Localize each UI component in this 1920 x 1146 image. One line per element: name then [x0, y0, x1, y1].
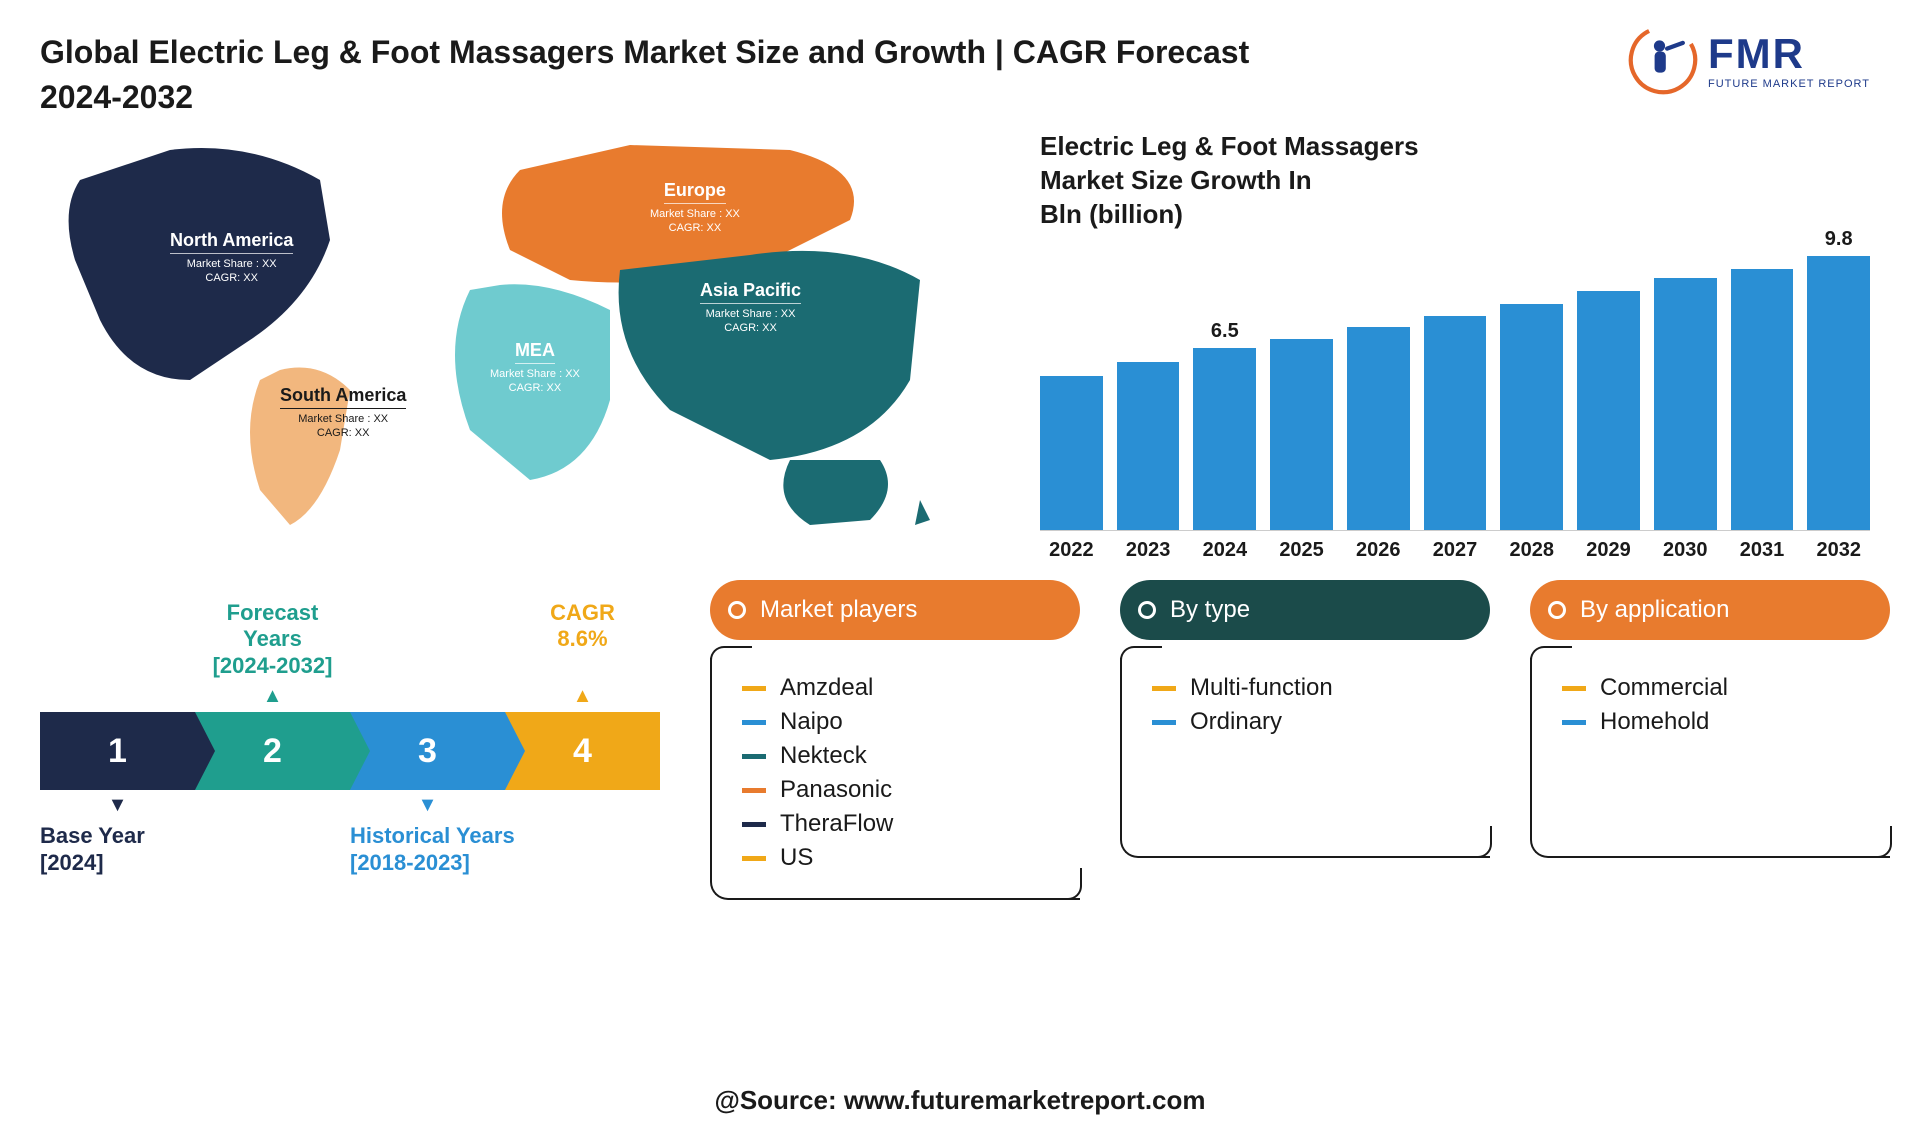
- logo-brand: FMR: [1708, 30, 1870, 78]
- category-item-label: Multi-function: [1190, 674, 1333, 702]
- bar: [1270, 339, 1333, 531]
- bar-year-label: 2027: [1424, 539, 1487, 562]
- bar-col: [1040, 348, 1103, 530]
- region-north-america: North America Market Share : XX CAGR: XX: [170, 230, 293, 286]
- by-type-block: By type Multi-function Ordinary: [1120, 580, 1490, 858]
- category-item-label: US: [780, 844, 813, 872]
- bar-value: 9.8: [1825, 228, 1853, 252]
- category-item: Naipo: [742, 708, 1060, 736]
- bar: [1731, 269, 1794, 531]
- dash-icon: [742, 788, 766, 793]
- fmr-logo: FMR FUTURE MARKET REPORT: [1628, 25, 1870, 95]
- timeline-segment: 4: [505, 712, 660, 790]
- bar-col: [1731, 241, 1794, 531]
- category-item: Multi-function: [1152, 674, 1470, 702]
- category-item-label: Amzdeal: [780, 674, 873, 702]
- cagr-label: CAGR 8.6%: [505, 600, 660, 679]
- market-players-block: Market players Amzdeal Naipo Nekteck Panaso…: [710, 580, 1080, 900]
- bar-year-label: 2030: [1654, 539, 1717, 562]
- forecast-years-label: Forecast Years [2024-2032]: [195, 600, 350, 679]
- base-year-label: Base Year [2024]: [40, 823, 195, 876]
- region-south-america: South America Market Share : XX CAGR: XX: [280, 385, 406, 441]
- market-players-pill: Market players: [710, 580, 1080, 640]
- market-size-chart: Electric Leg & Foot Massagers Market Siz…: [1040, 130, 1870, 530]
- dash-icon: [1152, 720, 1176, 725]
- category-item-label: Homehold: [1600, 708, 1709, 736]
- region-europe: Europe Market Share : XX CAGR: XX: [650, 180, 740, 236]
- bar-col: 6.5: [1193, 320, 1256, 530]
- category-item-label: Nekteck: [780, 742, 867, 770]
- bar-year-label: 2025: [1270, 539, 1333, 562]
- bar-col: [1577, 263, 1640, 530]
- category-item-label: Commercial: [1600, 674, 1728, 702]
- dash-icon: [1152, 686, 1176, 691]
- world-map: North America Market Share : XX CAGR: XX…: [50, 130, 950, 530]
- bar: [1424, 316, 1487, 530]
- category-item-label: TheraFlow: [780, 810, 893, 838]
- category-item: Ordinary: [1152, 708, 1470, 736]
- category-item: Amzdeal: [742, 674, 1060, 702]
- chart-title-l2: Market Size Growth In: [1040, 164, 1870, 198]
- bar: [1654, 278, 1717, 530]
- bar-year-label: 2029: [1577, 539, 1640, 562]
- dash-icon: [742, 686, 766, 691]
- logo-sub: FUTURE MARKET REPORT: [1708, 78, 1870, 90]
- bar-year-label: 2023: [1117, 539, 1180, 562]
- by-type-pill: By type: [1120, 580, 1490, 640]
- bar-col: [1424, 288, 1487, 530]
- chart-title-l3: Bln (billion): [1040, 198, 1870, 232]
- category-item: TheraFlow: [742, 810, 1060, 838]
- timeline-segment: 2: [195, 712, 350, 790]
- timeline-block: Forecast Years [2024-2032] CAGR 8.6% ▲ ▲…: [40, 600, 660, 876]
- bar-col: [1654, 250, 1717, 530]
- category-item: Nekteck: [742, 742, 1060, 770]
- bar-year-label: 2024: [1193, 539, 1256, 562]
- chart-title-l1: Electric Leg & Foot Massagers: [1040, 130, 1870, 164]
- category-item-label: Panasonic: [780, 776, 892, 804]
- bar-year-label: 2031: [1731, 539, 1794, 562]
- bar: [1500, 304, 1563, 531]
- dash-icon: [1562, 720, 1586, 725]
- bar-value: 6.5: [1211, 320, 1239, 344]
- region-mea: MEA Market Share : XX CAGR: XX: [490, 340, 580, 396]
- category-item: Panasonic: [742, 776, 1060, 804]
- category-item-label: Ordinary: [1190, 708, 1282, 736]
- source-attribution: @Source: www.futuremarketreport.com: [714, 1085, 1205, 1116]
- by-application-pill: By application: [1530, 580, 1890, 640]
- bar: [1347, 327, 1410, 530]
- bar: [1040, 376, 1103, 530]
- dash-icon: [742, 856, 766, 861]
- bar: [1193, 348, 1256, 530]
- category-item: Commercial: [1562, 674, 1870, 702]
- timeline-segment: 3: [350, 712, 505, 790]
- page-title: Global Electric Leg & Foot Massagers Mar…: [40, 30, 1300, 120]
- dash-icon: [742, 720, 766, 725]
- bar-col: [1347, 299, 1410, 530]
- bar: [1807, 256, 1870, 530]
- dash-icon: [742, 822, 766, 827]
- bar-col: [1270, 311, 1333, 531]
- dash-icon: [742, 754, 766, 759]
- bar-year-label: 2026: [1347, 539, 1410, 562]
- bar-year-label: 2032: [1807, 539, 1870, 562]
- bar-col: [1500, 276, 1563, 531]
- bar: [1117, 362, 1180, 530]
- dash-icon: [1562, 686, 1586, 691]
- bar-year-label: 2022: [1040, 539, 1103, 562]
- by-application-block: By application Commercial Homehold: [1530, 580, 1890, 858]
- bar-year-label: 2028: [1500, 539, 1563, 562]
- bar-col: 9.8: [1807, 228, 1870, 530]
- category-item: Homehold: [1562, 708, 1870, 736]
- bar-col: [1117, 334, 1180, 530]
- historical-years-label: Historical Years [2018-2023]: [350, 823, 567, 876]
- map-svg: [50, 130, 950, 530]
- category-item-label: Naipo: [780, 708, 843, 736]
- region-asia-pacific: Asia Pacific Market Share : XX CAGR: XX: [700, 280, 801, 336]
- timeline-segment: 1: [40, 712, 195, 790]
- fmr-logo-icon: [1628, 25, 1698, 95]
- category-item: US: [742, 844, 1060, 872]
- bar: [1577, 291, 1640, 530]
